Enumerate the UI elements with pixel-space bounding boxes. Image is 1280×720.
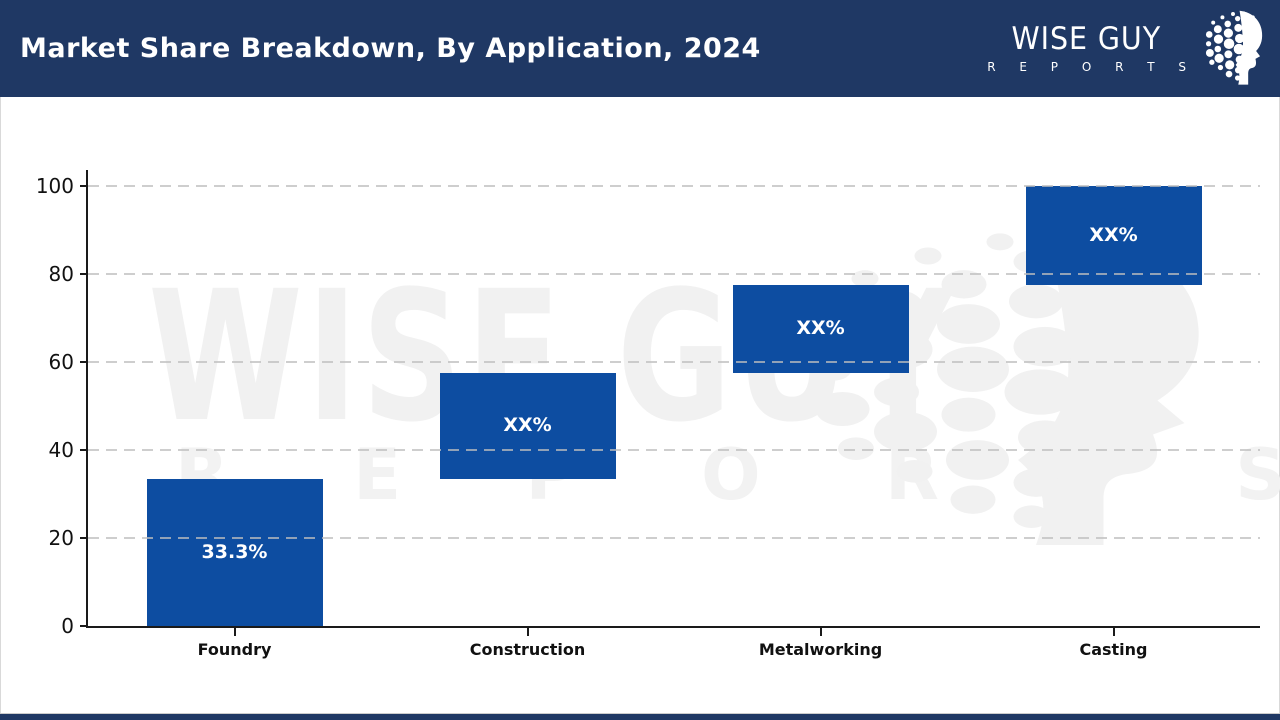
y-tick-60 [80, 361, 88, 363]
x-tick-metalworking [819, 628, 822, 636]
x-tick-casting [1112, 628, 1115, 636]
bar-construction [439, 373, 616, 480]
y-tick-label-60: 60 [48, 350, 74, 374]
logo-subtitle: R E P O R T S [987, 60, 1196, 74]
bar-metalworking [732, 285, 909, 373]
x-axis-line [86, 626, 1260, 628]
bar-foundry [146, 479, 323, 626]
x-category-label: Metalworking [758, 640, 883, 659]
dotted-head-profile-icon [1200, 9, 1266, 89]
y-tick-20 [80, 537, 88, 539]
bar-casting [1025, 186, 1202, 285]
y-tick-100 [80, 185, 88, 187]
logo-text: WISE GUY R E P O R T S [977, 21, 1196, 74]
x-tick-construction [526, 628, 529, 636]
y-tick-label-20: 20 [48, 526, 74, 550]
bar-value-label: XX% [796, 317, 845, 339]
x-category-label: Foundry [197, 640, 272, 659]
gridline-100 [88, 185, 1260, 187]
header-bar: Market Share Breakdown, By Application, … [0, 0, 1280, 97]
y-tick-80 [80, 273, 88, 275]
y-tick-0 [80, 625, 88, 627]
logo-wordmark: WISE GUY [1011, 21, 1162, 57]
x-tick-foundry [233, 628, 236, 636]
y-axis-line [86, 170, 88, 628]
y-tick-40 [80, 449, 88, 451]
footer-bar [0, 713, 1280, 720]
page-title: Market Share Breakdown, By Application, … [20, 33, 761, 64]
gridline-20 [88, 537, 1260, 539]
y-tick-label-80: 80 [48, 262, 74, 286]
y-tick-label-40: 40 [48, 438, 74, 462]
bar-value-label: XX% [503, 414, 552, 437]
x-category-label: Casting [1079, 640, 1148, 659]
gridline-80 [88, 273, 1260, 275]
bar-value-label: XX% [1089, 223, 1138, 246]
y-tick-label-0: 0 [61, 614, 74, 638]
bar-value-label: 33.3% [201, 540, 268, 563]
gridline-40 [88, 449, 1260, 451]
gridline-60 [88, 361, 1260, 363]
wise-guy-logo: WISE GUY R E P O R T S [977, 9, 1266, 89]
x-category-label: Construction [469, 640, 586, 659]
y-tick-label-100: 100 [35, 174, 74, 198]
